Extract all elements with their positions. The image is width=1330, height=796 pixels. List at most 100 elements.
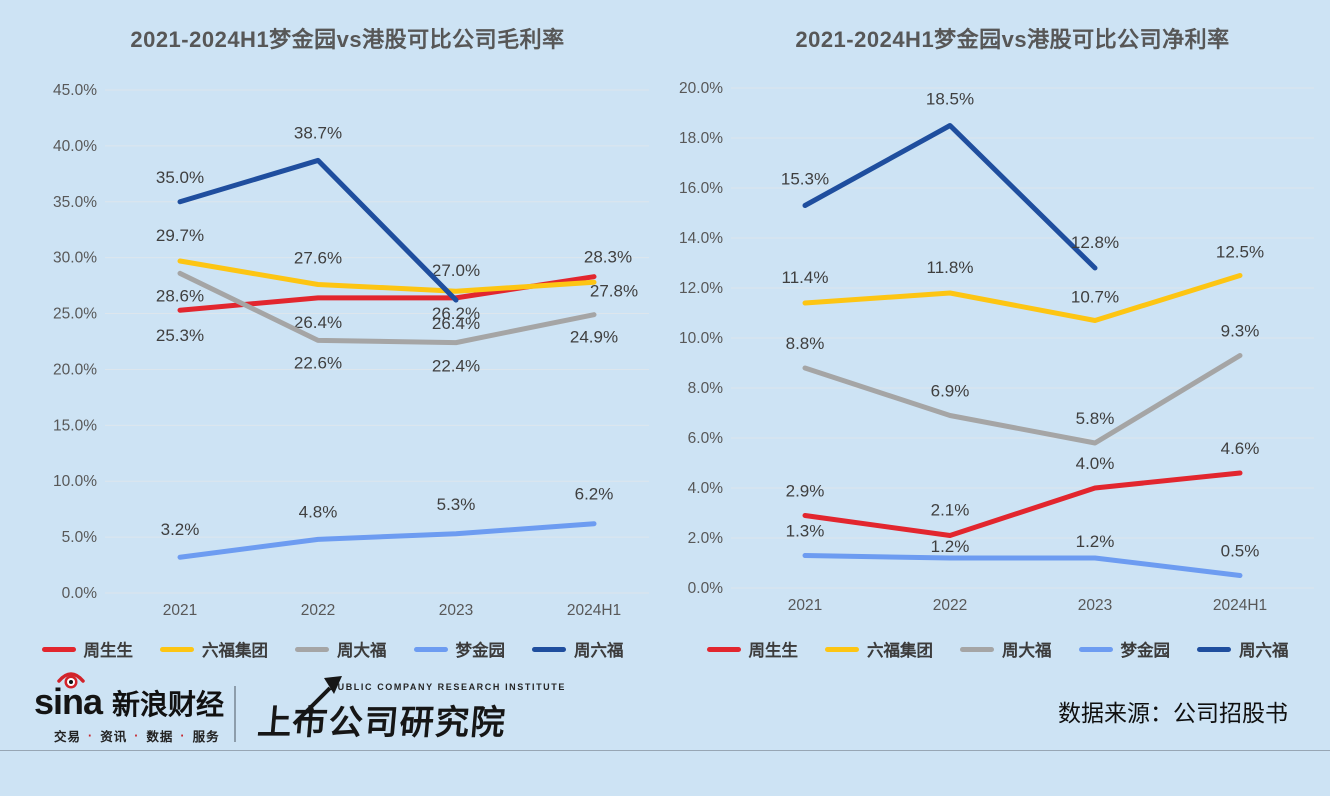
- data-label: 24.9%: [570, 328, 618, 347]
- legend-label: 周大福: [337, 642, 387, 660]
- data-label: 1.3%: [786, 522, 825, 541]
- data-label: 4.0%: [1076, 454, 1115, 473]
- footer: sina 新浪财经 交易 · 资讯 · 数据 · 服务 PUBLIC COMPANY RES…: [0, 672, 1330, 796]
- y-tick-label: 45.0%: [53, 82, 97, 99]
- legend-item-梦金园: 梦金园: [413, 637, 506, 661]
- legend-swatch: [160, 646, 194, 652]
- data-label: 26.4%: [432, 314, 480, 333]
- data-label: 1.2%: [931, 537, 970, 556]
- legend-label: 周六福: [574, 642, 624, 660]
- legend-label: 周大福: [1002, 642, 1052, 660]
- series-line-梦金园: [802, 553, 1243, 578]
- data-label: 35.0%: [156, 168, 204, 187]
- data-label: 28.6%: [156, 286, 204, 305]
- legend-swatch: [825, 646, 859, 652]
- net-margin-plot: 0.0% 2.0% 4.0% 6.0% 8.0% 10.0% 12.0% 14.0% 16.0%…: [679, 80, 1314, 614]
- data-label: 6.2%: [575, 485, 614, 504]
- legend-label: 六福集团: [202, 642, 268, 660]
- y-tick-label: 25.0%: [53, 306, 97, 323]
- footer-vertical-divider: [234, 686, 236, 742]
- legend-item-六福集团: 六福集团: [825, 637, 933, 661]
- data-label: 11.4%: [782, 268, 829, 287]
- arrow-up-icon: [292, 676, 342, 726]
- gross-margin-chart: 2021-2024H1梦金园vs港股可比公司毛利率 0.0% 5.0% 10.0% 1…: [0, 0, 665, 676]
- data-label: 5.3%: [437, 495, 476, 514]
- footer-divider-line: [0, 750, 1330, 751]
- y-tick-label: 8.0%: [688, 380, 724, 397]
- x-axis-label: 2024H1: [567, 602, 621, 619]
- legend-item-周生生: 周生生: [41, 637, 134, 661]
- data-label: 3.2%: [161, 520, 200, 539]
- y-tick-label: 15.0%: [53, 417, 97, 434]
- data-label: 38.7%: [294, 123, 342, 142]
- legend-net-margin: 周生生 六福集团 周大福 梦金园 周六福: [665, 637, 1330, 661]
- legend-item-周大福: 周大福: [295, 637, 387, 661]
- sina-logo-row: sina 新浪财经: [34, 672, 225, 722]
- y-tick-label: 40.0%: [53, 138, 97, 155]
- y-tick-label: 0.0%: [688, 580, 724, 597]
- data-label: 2.1%: [931, 501, 970, 520]
- y-tick-label: 20.0%: [679, 80, 723, 97]
- legend-swatch: [1078, 646, 1113, 652]
- legend-label: 周生生: [83, 642, 134, 660]
- legend-label: 周六福: [1239, 642, 1289, 660]
- data-label: 27.8%: [590, 281, 638, 300]
- x-axis-label: 2022: [301, 602, 335, 619]
- data-label: 26.2%: [432, 304, 480, 323]
- x-axis-label: 2023: [1078, 597, 1112, 614]
- institute-name-en: PUBLIC COMPANY RESEARCH INSTITUTE: [330, 682, 566, 692]
- legend-label: 周生生: [748, 642, 799, 660]
- research-institute-logo: PUBLIC COMPANY RESEARCH INSTITUTE 上市公司研究…: [256, 676, 566, 744]
- x-axis-label: 2022: [933, 597, 967, 614]
- legend-swatch: [706, 646, 741, 652]
- legend-item-周六福: 周六福: [1197, 637, 1289, 661]
- data-label: 28.3%: [584, 248, 632, 267]
- net-margin-chart: 2021-2024H1梦金园vs港股可比公司净利率 0.0% 2.0% 4.0% 6.…: [665, 0, 1330, 676]
- legend-swatch: [41, 646, 76, 652]
- y-tick-label: 4.0%: [688, 480, 724, 497]
- legend-swatch: [413, 646, 448, 652]
- data-label: 18.5%: [926, 90, 974, 109]
- series-line-六福集团: [802, 273, 1243, 323]
- data-label: 27.6%: [294, 248, 342, 267]
- data-label: 25.3%: [156, 326, 204, 345]
- tagline-word: 数据: [146, 730, 174, 744]
- legend-item-六福集团: 六福集团: [160, 637, 268, 661]
- legend-swatch: [532, 646, 566, 652]
- series-line-周六福: [177, 157, 459, 303]
- legend-item-周六福: 周六福: [532, 637, 624, 661]
- legend-label: 梦金园: [455, 642, 506, 660]
- data-label: 27.0%: [432, 261, 480, 280]
- dot-separator: ·: [134, 728, 140, 743]
- sina-brand-wordmark: sina: [34, 681, 103, 722]
- tagline-word: 服务: [192, 730, 220, 744]
- y-tick-label: 10.0%: [53, 473, 97, 490]
- data-label: 10.7%: [1071, 288, 1119, 307]
- data-label: 1.2%: [1076, 532, 1115, 551]
- y-tick-label: 16.0%: [679, 180, 723, 197]
- data-label: 0.5%: [1221, 542, 1260, 561]
- data-label: 5.8%: [1076, 409, 1115, 428]
- legend-item-周大福: 周大福: [960, 637, 1052, 661]
- dot-separator: ·: [88, 728, 94, 743]
- data-label: 8.8%: [786, 334, 825, 353]
- y-tick-label: 14.0%: [679, 230, 723, 247]
- x-axis-label: 2021: [163, 602, 197, 619]
- data-label: 22.4%: [432, 357, 480, 376]
- series-line-周生生: [802, 470, 1243, 538]
- data-label: 12.8%: [1071, 233, 1119, 252]
- y-tick-label: 6.0%: [688, 430, 724, 447]
- y-tick-label: 10.0%: [679, 330, 723, 347]
- data-label: 2.9%: [786, 482, 825, 501]
- y-tick-label: 12.0%: [679, 280, 723, 297]
- legend-label: 六福集团: [867, 642, 933, 660]
- legend-item-梦金园: 梦金园: [1078, 637, 1170, 661]
- legend-swatch: [1197, 646, 1231, 652]
- legend-swatch: [295, 646, 329, 652]
- sina-tagline: 交易 · 资讯 · 数据 · 服务: [54, 726, 224, 745]
- legend-item-周生生: 周生生: [706, 637, 799, 661]
- dot-separator: ·: [180, 728, 186, 743]
- y-tick-label: 18.0%: [679, 130, 723, 147]
- sina-finance-cn: 新浪财经: [112, 689, 225, 720]
